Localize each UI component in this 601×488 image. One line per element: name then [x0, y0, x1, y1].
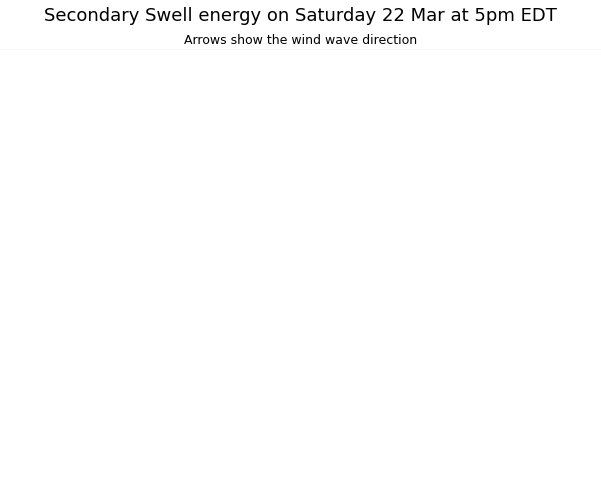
Text: Secondary Swell energy on Saturday 22 Mar at 5pm EDT: Secondary Swell energy on Saturday 22 Ma…	[44, 7, 557, 25]
Text: Arrows show the wind wave direction: Arrows show the wind wave direction	[184, 34, 417, 46]
Text: Cartopy required for map rendering: Cartopy required for map rendering	[152, 261, 449, 279]
